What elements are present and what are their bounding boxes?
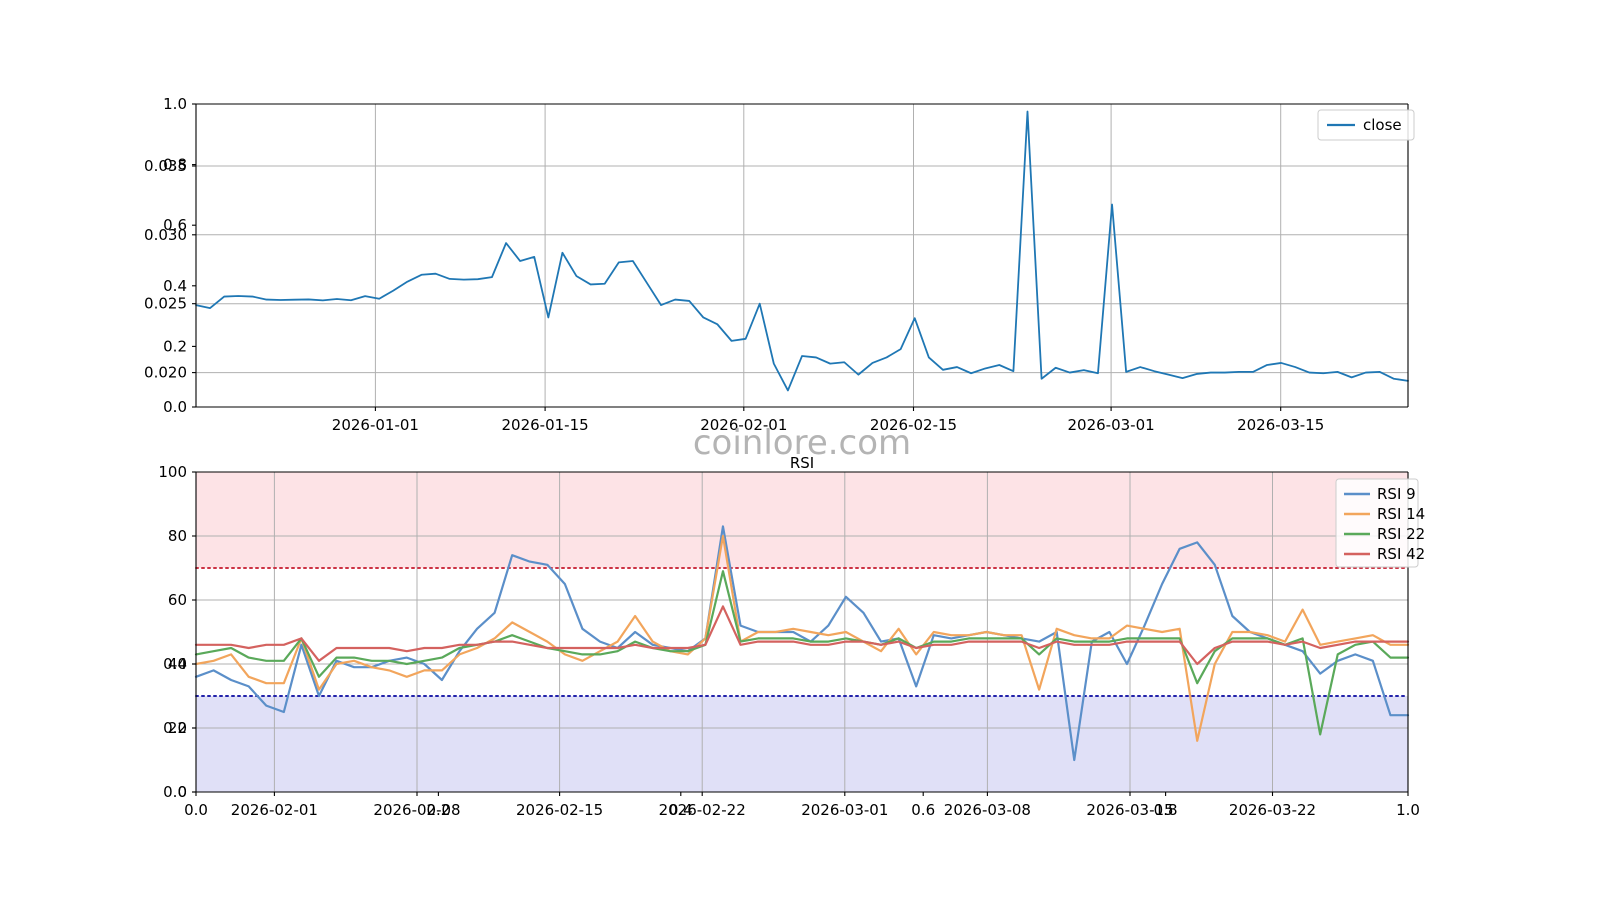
rsi-x-tick-label-secondary: 0.6 bbox=[911, 801, 935, 819]
rsi-y-tick-label: 80 bbox=[168, 527, 187, 545]
rsi-x-tick-label: 2026-02-22 bbox=[659, 801, 746, 819]
rsi-line-rsi-22 bbox=[194, 570, 1410, 736]
rsi-panel-title: RSI bbox=[790, 454, 814, 472]
rsi-x-tick-label: 2026-03-01 bbox=[801, 801, 888, 819]
price-y-tick-label-secondary: 0.4 bbox=[163, 277, 187, 295]
price-x-tick-label: 2026-01-01 bbox=[332, 416, 419, 434]
rsi-y-tick-label: 0 bbox=[177, 783, 187, 801]
rsi-y-tick-label: 40 bbox=[168, 655, 187, 673]
rsi-legend[interactable]: RSI 9 RSI 14 RSI 22 RSI 42 bbox=[1335, 478, 1425, 568]
rsi-x-tick-label: 2026-02-15 bbox=[516, 801, 603, 819]
rsi-x-tick-label-secondary: 0.4 bbox=[669, 801, 693, 819]
rsi-oversold-band bbox=[196, 696, 1408, 792]
legend-label-rsi-42: RSI 42 bbox=[1377, 545, 1425, 563]
legend-label-rsi-14: RSI 14 bbox=[1377, 505, 1425, 523]
rsi-x-tick-labels-secondary: 0.0 0.2 0.4 0.6 0.8 1.0 bbox=[184, 792, 1420, 819]
rsi-legend-entry-1[interactable]: RSI 14 bbox=[1344, 505, 1425, 523]
price-y-tick-label-secondary: 1.0 bbox=[163, 95, 187, 113]
watermark: coinlore.com bbox=[693, 423, 911, 463]
rsi-y-tick-label-secondary: 0.0 bbox=[163, 783, 187, 801]
legend-label-rsi-22: RSI 22 bbox=[1377, 525, 1425, 543]
price-plot-background bbox=[196, 104, 1408, 407]
price-x-tick-labels: 2026-01-01 2026-01-15 2026-02-01 2026-02-15… bbox=[332, 407, 1324, 434]
price-y-tick-label: 0.025 bbox=[144, 295, 187, 313]
rsi-x-tick-label-secondary: 0.2 bbox=[426, 801, 450, 819]
price-x-tick-label: 2026-01-15 bbox=[502, 416, 589, 434]
price-y-tick-label: 0.020 bbox=[144, 364, 187, 382]
price-line-close bbox=[195, 110, 1409, 392]
price-x-tick-label: 2026-03-01 bbox=[1068, 416, 1155, 434]
price-x-tick-label: 2026-03-15 bbox=[1237, 416, 1324, 434]
rsi-legend-entry-2[interactable]: RSI 22 bbox=[1344, 525, 1425, 543]
rsi-x-tick-label-secondary: 1.0 bbox=[1396, 801, 1420, 819]
rsi-line-rsi-14 bbox=[194, 534, 1410, 742]
price-x-tick-label: 2026-02-15 bbox=[870, 416, 957, 434]
rsi-legend-box bbox=[1335, 478, 1419, 568]
rsi-y-tick-label-secondary: 0.4 bbox=[163, 655, 187, 673]
rsi-legend-entry-3[interactable]: RSI 42 bbox=[1344, 545, 1425, 563]
legend-label-close: close bbox=[1363, 116, 1402, 134]
rsi-line-rsi-42 bbox=[194, 605, 1410, 666]
rsi-x-tick-label: 2026-02-08 bbox=[373, 801, 460, 819]
rsi-y-tick-label: 100 bbox=[158, 463, 187, 481]
rsi-x-tick-label: 2026-03-08 bbox=[944, 801, 1031, 819]
rsi-x-tick-label-secondary: 0.0 bbox=[184, 801, 208, 819]
price-y-tick-label-secondary: 0.0 bbox=[163, 398, 187, 416]
rsi-y-tick-label: 20 bbox=[168, 719, 187, 737]
legend-label-rsi-9: RSI 9 bbox=[1377, 485, 1416, 503]
rsi-line-rsi-9 bbox=[194, 525, 1410, 762]
rsi-y-tick-labels-secondary: 0.0 0.2 0.4 bbox=[163, 655, 196, 801]
price-x-tick-label: 2026-02-01 bbox=[700, 416, 787, 434]
price-y-tick-labels: 0.020 0.025 0.030 0.035 bbox=[144, 157, 196, 382]
rsi-x-tick-labels: 2026-02-01 2026-02-08 2026-02-15 2026-02-22… bbox=[231, 792, 1316, 819]
price-legend[interactable]: close bbox=[1317, 109, 1415, 141]
rsi-x-tick-label-secondary: 0.8 bbox=[1154, 801, 1178, 819]
price-y-tick-label-secondary: 0.2 bbox=[163, 337, 187, 355]
rsi-y-tick-label: 60 bbox=[168, 591, 187, 609]
price-y-tick-label-secondary: 0.6 bbox=[163, 216, 187, 234]
price-y-tick-label: 0.035 bbox=[144, 157, 187, 175]
rsi-y-tick-label-secondary: 0.2 bbox=[163, 719, 187, 737]
rsi-x-tick-label: 2026-03-22 bbox=[1229, 801, 1316, 819]
rsi-series-group bbox=[194, 525, 1410, 762]
price-y-tick-labels-secondary: 0.0 0.2 0.4 0.6 0.8 1.0 bbox=[163, 95, 196, 416]
rsi-overbought-band bbox=[196, 472, 1408, 568]
price-series-group bbox=[195, 110, 1409, 392]
rsi-x-tick-label: 2026-03-15 bbox=[1086, 801, 1173, 819]
price-y-tick-label-secondary: 0.8 bbox=[163, 156, 187, 174]
price-legend-box bbox=[1317, 109, 1415, 141]
price-y-tick-label: 0.030 bbox=[144, 226, 187, 244]
rsi-legend-entry-0[interactable]: RSI 9 bbox=[1344, 485, 1416, 503]
rsi-y-tick-labels: 0 20 40 60 80 100 bbox=[158, 463, 196, 801]
rsi-x-tick-label: 2026-02-01 bbox=[231, 801, 318, 819]
